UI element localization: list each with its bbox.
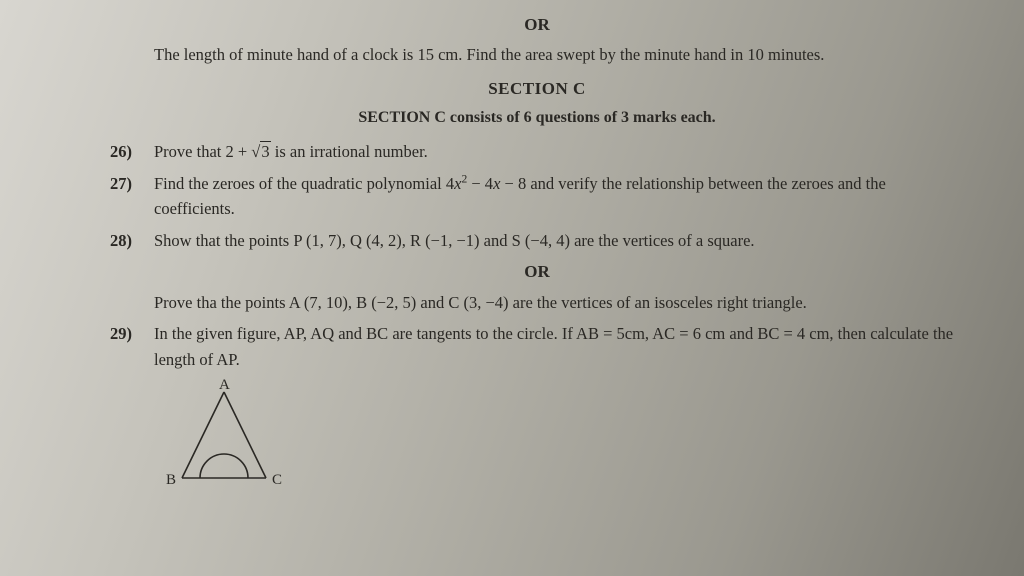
q26-prefix: Prove that 2 + (154, 142, 251, 161)
triangle-circle-diagram: A B C (154, 378, 294, 493)
section-c-sub: SECTION C consists of 6 questions of 3 m… (110, 106, 964, 131)
q25-or-text: The length of minute hand of a clock is … (154, 42, 964, 68)
q29-number: 29) (110, 321, 154, 372)
q28-or-text: Prove tha the points A (7, 10), B (−2, 5… (154, 290, 964, 316)
question-28: 28) Show that the points P (1, 7), Q (4,… (110, 228, 964, 254)
q29-figure: A B C (154, 378, 964, 493)
q27-body: Find the zeroes of the quadratic polynom… (154, 171, 964, 222)
q26-body: Prove that 2 + 3 is an irrational number… (154, 139, 964, 165)
q27-mid: − 4 (467, 174, 493, 193)
or-heading-28: OR (110, 259, 964, 285)
q26-number: 26) (110, 139, 154, 165)
question-27: 27) Find the zeroes of the quadratic pol… (110, 171, 964, 222)
svg-text:A: A (219, 378, 230, 393)
sqrt-icon: 3 (251, 139, 270, 165)
question-26: 26) Prove that 2 + 3 is an irrational nu… (110, 139, 964, 165)
q26-sqrt-arg: 3 (260, 141, 270, 161)
q28-body: Show that the points P (1, 7), Q (4, 2),… (154, 228, 964, 254)
or-heading-top: OR (110, 12, 964, 38)
question-29: 29) In the given figure, AP, AQ and BC a… (110, 321, 964, 372)
section-c-heading: SECTION C (110, 76, 964, 102)
svg-text:C: C (272, 472, 282, 488)
q27-pre: Find the zeroes of the quadratic polynom… (154, 174, 454, 193)
q29-body: In the given figure, AP, AQ and BC are t… (154, 321, 964, 372)
svg-text:B: B (166, 472, 176, 488)
q27-number: 27) (110, 171, 154, 222)
q26-suffix: is an irrational number. (271, 142, 428, 161)
q28-number: 28) (110, 228, 154, 254)
